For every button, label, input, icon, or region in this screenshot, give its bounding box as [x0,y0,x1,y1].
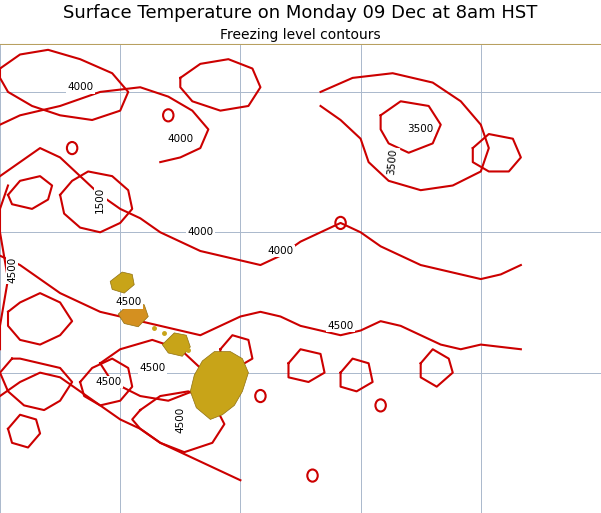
Polygon shape [118,303,148,327]
Text: 4000: 4000 [67,82,93,92]
Text: 3500: 3500 [386,149,399,175]
Text: Surface Temperature on Monday 09 Dec at 8am HST: Surface Temperature on Monday 09 Dec at … [63,4,538,22]
Polygon shape [110,272,134,293]
Text: 4500: 4500 [328,321,354,331]
Text: 1500: 1500 [95,186,105,213]
Text: 4000: 4000 [188,227,213,238]
Text: 4000: 4000 [267,246,293,256]
Polygon shape [162,333,191,356]
Text: 4500: 4500 [7,256,17,283]
Polygon shape [191,351,248,420]
Text: 3500: 3500 [407,124,434,134]
Text: Freezing level contours: Freezing level contours [220,28,381,42]
Text: 4500: 4500 [115,298,141,307]
Text: 4500: 4500 [175,406,185,432]
Text: 4500: 4500 [139,363,165,373]
Text: 4000: 4000 [167,134,194,144]
Text: 4500: 4500 [95,377,121,387]
